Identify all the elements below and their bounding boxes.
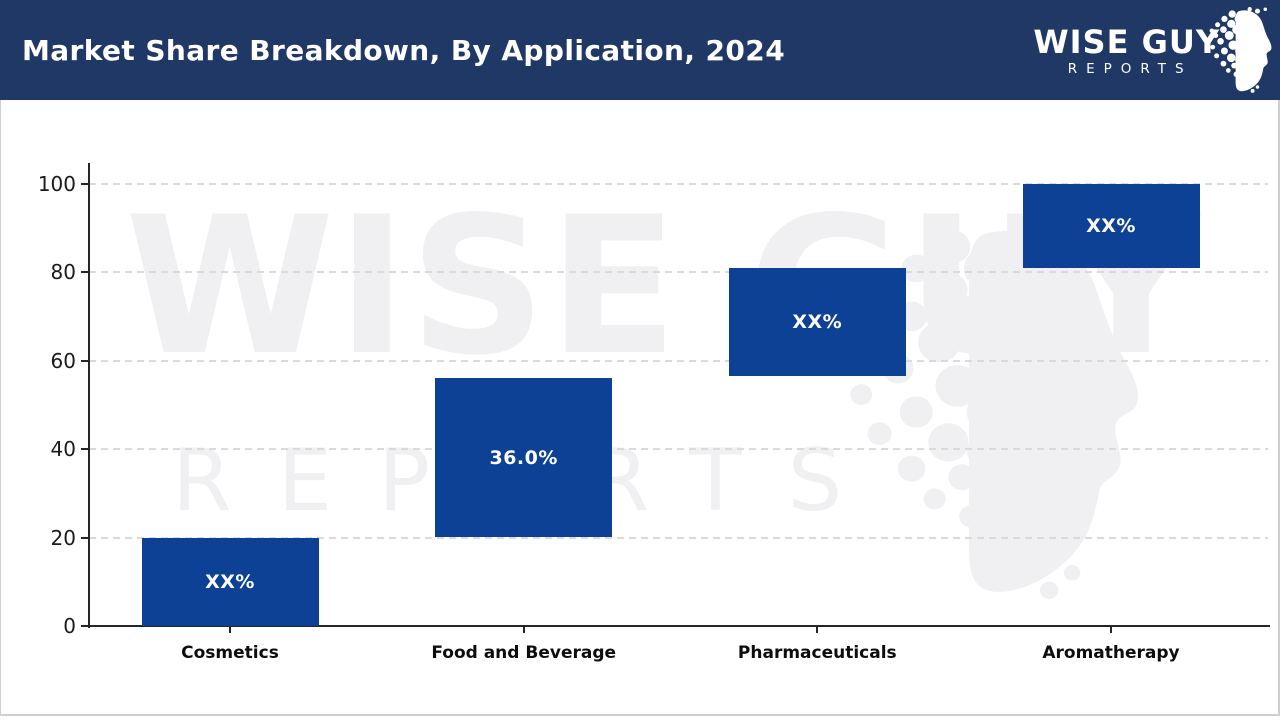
gridline-100 [89, 182, 1268, 185]
category-label-cosmetics: Cosmetics [181, 643, 279, 663]
gridline-60 [89, 359, 1268, 362]
y-tick-label-60: 60 [50, 348, 76, 373]
y-tick-mark-40 [81, 448, 89, 450]
bar-cosmetics: XX% [141, 537, 319, 626]
y-axis [88, 163, 90, 628]
card-border-bottom [0, 714, 1280, 716]
chart-area: WISE GUY REPORTS 020406080100XX%Cosmetic… [0, 100, 1280, 720]
y-tick-mark-20 [81, 536, 89, 539]
chart-title: Market Share Breakdown, By Application, … [22, 33, 786, 67]
gridline-80 [89, 271, 1268, 273]
bar-value-label: XX% [1086, 214, 1136, 237]
y-tick-label-40: 40 [50, 437, 76, 461]
y-tick-mark-60 [81, 359, 89, 362]
gridline-40 [89, 448, 1268, 450]
waterfall-chart: 0 20 40 60 80 100 XX% Cosmetics 36.0% Food and Be… [0, 100, 1280, 720]
category-label-pharmaceuticals: Pharmaceuticals [737, 643, 897, 663]
bar-aromatherapy: XX% [1022, 183, 1200, 268]
card-border-right [1278, 100, 1280, 716]
x-tick-mark-pharmaceuticals [816, 627, 819, 633]
bar-value-label: 36.0% [489, 446, 558, 469]
y-tick-mark-80 [81, 271, 89, 273]
y-tick-label-80: 80 [50, 260, 76, 284]
brand-logo: WISE GUY REPORTS [1033, 5, 1274, 97]
y-tick-label-100: 100 [37, 171, 76, 196]
x-tick-mark-cosmetics [229, 627, 231, 633]
y-tick-label-20: 20 [50, 525, 76, 550]
header-bar: Market Share Breakdown, By Application, … [0, 0, 1280, 100]
card-border-left [0, 100, 1, 716]
x-axis [88, 625, 1270, 627]
logo-line1: WISE GUY [1033, 22, 1220, 61]
y-tick-mark-0 [81, 625, 89, 627]
x-tick-mark-aromatherapy [1110, 627, 1112, 633]
logo-line2: REPORTS [1067, 61, 1193, 78]
y-tick-mark-100 [81, 182, 89, 185]
logo-wordmark: WISE GUY REPORTS [1033, 22, 1220, 78]
bar-pharmaceuticals: XX% [728, 267, 906, 376]
bar-food-and-beverage: 36.0% [435, 378, 613, 538]
bar-value-label: XX% [205, 570, 255, 593]
x-tick-mark-food-and-beverage [522, 627, 525, 633]
category-label-aromatherapy: Aromatherapy [1042, 643, 1180, 663]
gridline-20 [89, 536, 1268, 539]
category-label-food-and-beverage: Food and Beverage [431, 643, 617, 663]
y-tick-label-0: 0 [63, 614, 76, 638]
bar-value-label: XX% [792, 310, 843, 333]
